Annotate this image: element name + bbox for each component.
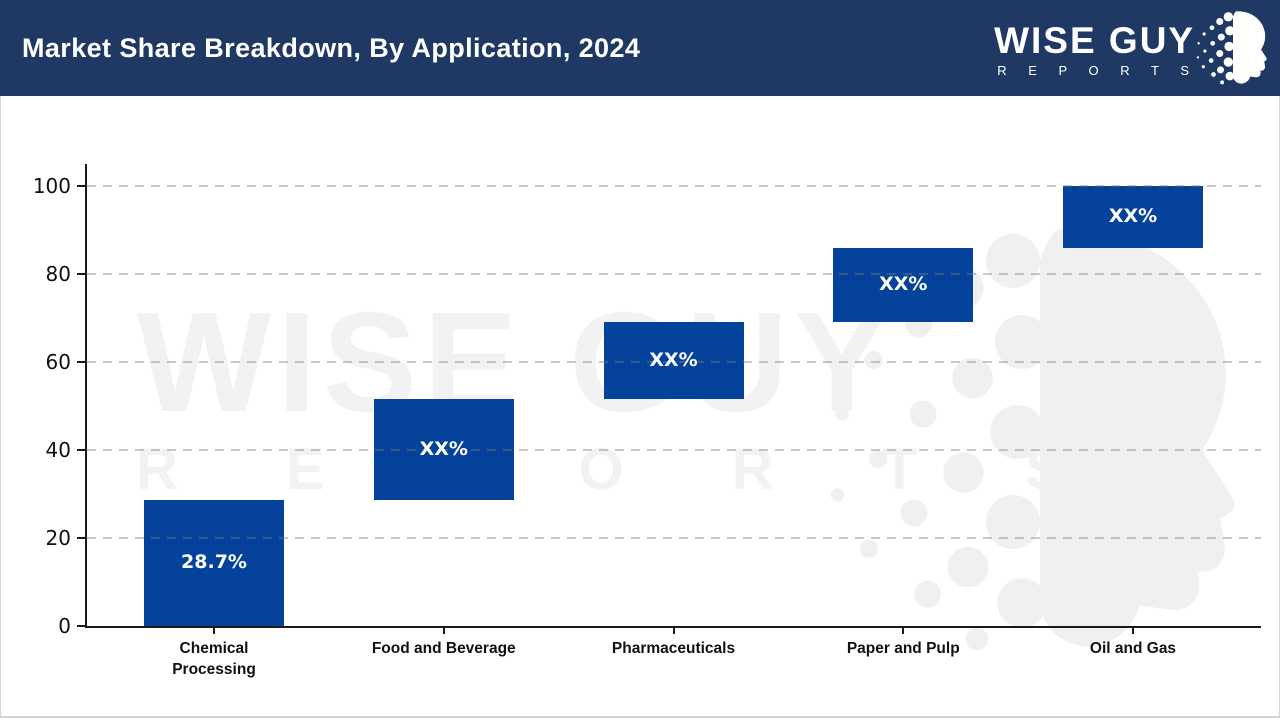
bar-chemical-processing (144, 499, 284, 626)
header-bar: Market Share Breakdown, By Application, … (0, 0, 1280, 96)
gridline-100 (87, 185, 1261, 187)
bar-paper-and-pulp (833, 247, 974, 323)
x-axis-tick-label: Paper and Pulp (846, 640, 960, 657)
bottom-border-line (0, 716, 1280, 718)
y-tick-mark (77, 361, 86, 363)
x-tick-mark (442, 626, 445, 634)
y-tick-mark (77, 537, 86, 539)
x-tick-mark (1132, 626, 1134, 634)
chart-area: WISE GUY R E P O R T S 0 20 40 60 80 100 28.7%… (0, 96, 1280, 716)
x-axis-tick-label: Oil and Gas (1089, 640, 1177, 657)
logo-wordmark: WISE GUY (994, 19, 1196, 61)
bar-value-label: 28.7% (181, 550, 247, 573)
y-tick-mark (77, 625, 86, 627)
bar-food-and-beverage (373, 399, 514, 500)
y-tick-mark (77, 449, 86, 451)
logo-subtitle: R E P O R T S (997, 62, 1198, 78)
x-tick-mark (902, 626, 905, 634)
dotted-face-icon (1194, 7, 1272, 89)
y-axis-tick-label: 0 (58, 614, 71, 638)
y-axis-tick-label: 100 (32, 174, 71, 198)
gridline-60 (87, 361, 1261, 363)
bar-value-label: XX% (419, 437, 468, 460)
bar-pharmaceuticals (603, 322, 744, 400)
x-axis-tick-label: Pharmaceuticals (611, 640, 736, 657)
bar-value-label: XX% (1108, 204, 1158, 227)
logo-text: WISE GUY R E P O R T S (991, 22, 1198, 77)
y-tick-mark (77, 273, 86, 275)
y-axis-tick-label: 40 (45, 438, 71, 462)
gridline-40 (87, 449, 1261, 451)
y-axis-tick-label: 20 (45, 526, 71, 550)
y-axis-tick-label: 60 (45, 350, 71, 374)
x-tick-mark (672, 626, 675, 634)
page-title: Market Share Breakdown, By Application, … (22, 32, 641, 63)
x-tick-mark (213, 626, 215, 634)
bar-oil-and-gas (1063, 186, 1203, 248)
gridline-80 (87, 273, 1261, 275)
gridline-20 (87, 537, 1261, 539)
y-axis-tick-label: 80 (45, 262, 71, 286)
wise-guy-reports-logo: WISE GUY R E P O R T S (991, 0, 1272, 96)
bar-value-label: XX% (879, 273, 928, 295)
x-axis-tick-label: Chemical Processing (172, 640, 256, 678)
x-axis-tick-label: Food and Beverage (371, 640, 516, 657)
plot-frame: 0 20 40 60 80 100 28.7% XX% XX% XX% XX% Chemical Pr… (33, 164, 1261, 678)
bar-value-label: XX% (649, 348, 698, 371)
y-tick-mark (77, 185, 86, 187)
